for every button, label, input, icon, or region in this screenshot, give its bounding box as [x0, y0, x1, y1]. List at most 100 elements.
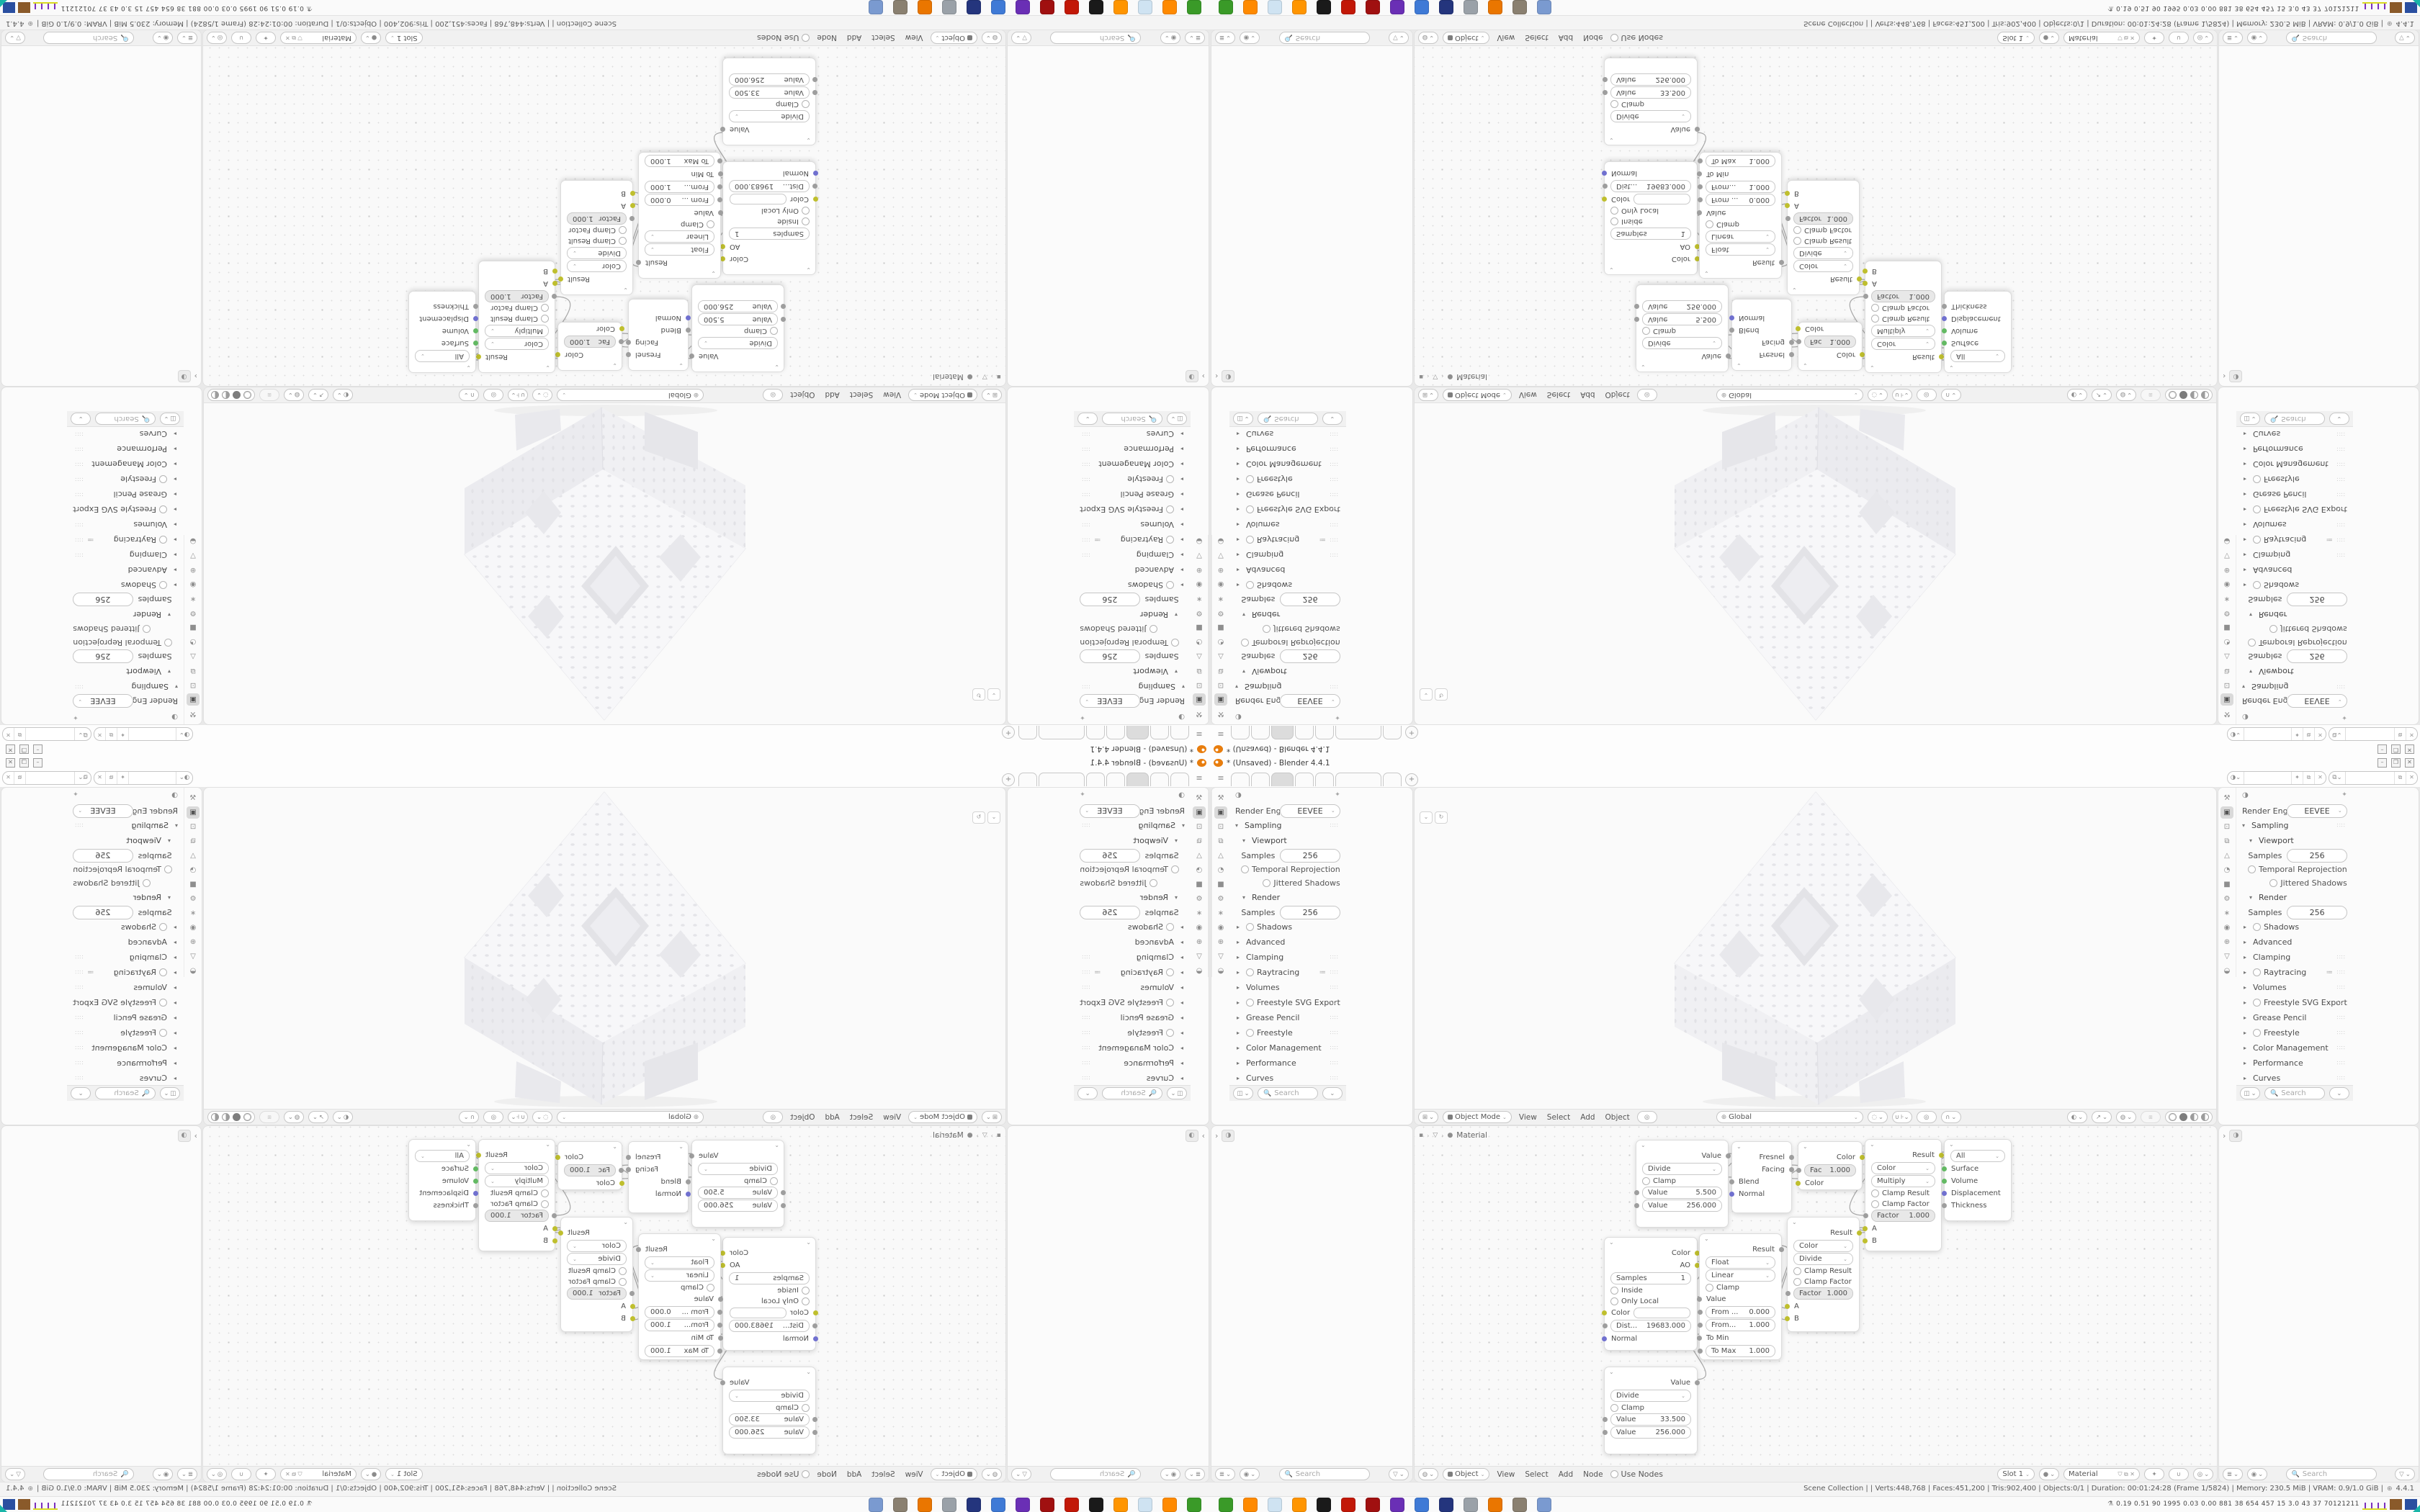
clamp-result-checkbox[interactable]: Clamp Result [1871, 1188, 1935, 1198]
collapse-icon[interactable]: ⌄ [1641, 364, 1646, 370]
viewport-samples-field[interactable]: 256 [73, 649, 133, 664]
props-tab-constraints-icon[interactable]: ⊕ [2223, 938, 2231, 946]
disclosure-icon[interactable]: › [194, 1131, 197, 1140]
socket-value-in[interactable] [1634, 1190, 1639, 1195]
section-shadows[interactable]: ▸ Shadows [2244, 922, 2300, 932]
props-tab-scene-icon[interactable]: △ [1196, 652, 1202, 660]
from-max-field[interactable]: From... 1.000 [1698, 181, 1775, 193]
section-advanced[interactable]: ▸ Advanced [127, 565, 176, 575]
factor-field[interactable]: Factor 1.000 [567, 212, 635, 225]
material-name-field[interactable]: Material ⛉ ⧉ ✕ [280, 1468, 357, 1480]
props-tab-output-icon[interactable]: ⊡ [1217, 681, 1224, 689]
menu-object[interactable]: Object [1605, 390, 1630, 400]
props-tab-particles-icon[interactable]: ∗ [189, 595, 197, 603]
collapse-icon[interactable]: ⌄ [711, 1236, 716, 1242]
props-tab-material-icon[interactable]: ◒ [1217, 967, 1224, 975]
use-nodes-checkbox[interactable]: Use Nodes [757, 33, 810, 42]
socket-displacement-in[interactable] [473, 1191, 478, 1196]
disclosure-icon[interactable]: › [2223, 1131, 2226, 1140]
filter-icon[interactable]: ▽ ⌄ [2395, 32, 2415, 44]
props-tab-output-icon[interactable]: ⊡ [1196, 823, 1203, 831]
shading-material-icon[interactable] [2190, 1113, 2198, 1121]
pivot-point-button[interactable]: ◌ ⌄ [532, 389, 553, 401]
use-nodes-checkbox[interactable]: Use Nodes [1610, 33, 1663, 42]
props-tab-tool-icon[interactable]: ⚒ [1217, 710, 1224, 718]
raytracing-checkbox[interactable] [1166, 536, 1174, 544]
from-min-field[interactable]: From ... 0.000 [1698, 194, 1775, 206]
section-color-management[interactable]: ▸ Color Management ∷∷ [1237, 459, 1339, 469]
shading-wireframe-icon[interactable] [2169, 1113, 2177, 1121]
props-tab-data-icon[interactable]: ▽ [1196, 953, 1202, 960]
viewport-3d[interactable]: ⌄ ↻ [1415, 387, 2216, 724]
clamp-checkbox[interactable]: Clamp [1610, 99, 1691, 109]
factor-field[interactable]: Factor 1.000 [1785, 212, 1853, 225]
temporal-reprojection-checkbox[interactable]: Temporal Reprojection [73, 638, 172, 647]
socket-color-in[interactable] [619, 1181, 624, 1186]
freestyle-checkbox[interactable] [1166, 475, 1174, 483]
menu-add[interactable]: Add [825, 1112, 840, 1122]
close-icon[interactable]: ✕ [2314, 772, 2326, 784]
socket-volume-in[interactable] [473, 1179, 478, 1184]
node-material-output[interactable]: ⌄ All ⌄ Surface Volume Displacement Thick… [408, 1139, 478, 1221]
blend-mode-select[interactable]: Multiply ⌄ [485, 1175, 549, 1187]
data-type-select[interactable]: Color ⌄ [1871, 338, 1935, 350]
section-advanced[interactable]: ▸ Advanced [1134, 565, 1183, 575]
props-tab-modifiers-icon[interactable]: ⚙ [1196, 895, 1203, 903]
shading-material-icon[interactable] [222, 1113, 230, 1121]
socket-to-min-in[interactable] [1697, 171, 1702, 176]
menu-view[interactable]: View [1518, 1112, 1537, 1122]
temporal-reprojection-checkbox[interactable]: Temporal Reprojection [73, 865, 172, 874]
node-ambient-occlusion[interactable]: ⌄ Color AO Samples 1 Inside Only Local Co… [720, 161, 818, 275]
section-performance[interactable]: ▸ Performance ∷∷ [1081, 1058, 1183, 1068]
pin-icon[interactable]: ✦ [2341, 791, 2347, 798]
socket-value-in[interactable] [1603, 1417, 1608, 1422]
math-operation-select[interactable]: Divide ⌄ [698, 337, 778, 349]
shading-rendered-icon[interactable] [2201, 1113, 2209, 1121]
properties-search-input[interactable]: 🔍 Search [95, 413, 156, 425]
value-field[interactable]: Value 256.000 [1603, 73, 1691, 86]
socket-factor-in[interactable] [629, 1291, 635, 1296]
snap-target-button[interactable]: ◎ ⌄ [207, 1468, 227, 1480]
workspace-tab[interactable] [1231, 726, 1250, 739]
section-freestyle-svg[interactable]: ▸ Freestyle SVG Export ∷∷ [2244, 998, 2347, 1007]
node-mix-divide[interactable]: ⌄ Result Color ⌄ Divide ⌄ Clamp Result Cla… [558, 180, 635, 295]
collapse-icon[interactable]: ⌄ [612, 362, 617, 369]
socket-fresnel-out[interactable] [1789, 352, 1794, 357]
menu-view[interactable]: View [1497, 1470, 1515, 1479]
shadows-checkbox[interactable] [159, 923, 167, 931]
cpu-graph-icon[interactable] [2362, 2, 2387, 14]
socket-b-in[interactable] [552, 1238, 557, 1243]
node-mix-multiply[interactable]: ⌄ Result Color ⌄ Multiply ⌄ Clamp Result C… [1863, 261, 1944, 373]
section-render[interactable]: ▾ Render [1139, 610, 1178, 619]
socket-volume-in[interactable] [1942, 1179, 1947, 1184]
jittered-shadows-checkbox[interactable]: Jittered Shadows [2269, 624, 2347, 634]
app-icon-red-gear-app[interactable] [1341, 0, 1355, 14]
node-math-divide-1[interactable]: ⌄ Value Divide ⌄ Clamp Value 5.500 Value 25… [1634, 284, 1731, 372]
menu-view[interactable]: View [1518, 390, 1537, 400]
section-color-management[interactable]: ▸ Color Management ∷∷ [74, 1043, 176, 1053]
pin-icon[interactable]: ✦ [117, 772, 129, 784]
close-icon[interactable]: ✕ [94, 728, 106, 740]
app-icon-inkscape[interactable] [1089, 0, 1103, 14]
editor-type-button[interactable]: ◫ ⌄ [2240, 413, 2260, 425]
fac-field[interactable]: Fac 1.000 [564, 1164, 624, 1176]
section-grease-pencil[interactable]: ▸ Grease Pencil ∷∷ [74, 1013, 176, 1022]
section-volumes[interactable]: ▸ Volumes ∷∷ [1237, 520, 1339, 529]
snap-magnet-button[interactable]: ∪ ⊦⌄ [1891, 1111, 1912, 1123]
blend-mode-select[interactable]: Divide ⌄ [1793, 1253, 1853, 1265]
disclosure-icon[interactable]: › [194, 372, 197, 381]
clamp-checkbox[interactable]: Clamp [1706, 220, 1775, 230]
pin-icon[interactable]: ✦ [2291, 772, 2303, 784]
socket-color-in[interactable] [813, 1310, 818, 1315]
node-math-divide-2[interactable]: ⌄ Value Divide ⌄ Clamp Value 33.500 Value 2… [1603, 1367, 1700, 1454]
value-field[interactable]: Value 33.500 [1603, 1413, 1691, 1426]
color-swatch-field[interactable] [1634, 194, 1690, 204]
pin-icon[interactable]: ✦ [73, 714, 79, 721]
freestyle-checkbox[interactable] [1166, 1029, 1174, 1037]
collapse-icon[interactable]: ⌄ [1803, 1143, 1808, 1150]
node-map-range[interactable]: ⌄ Result Float ⌄ Linear ⌄ Clamp Value From… [636, 1233, 723, 1360]
section-shadows[interactable]: ▸ Shadows [2244, 580, 2300, 590]
freestyle-svg-checkbox[interactable] [1246, 999, 1254, 1007]
clamp-checkbox[interactable]: Clamp [1706, 1282, 1775, 1292]
menu-add[interactable]: Add [1558, 1470, 1574, 1479]
